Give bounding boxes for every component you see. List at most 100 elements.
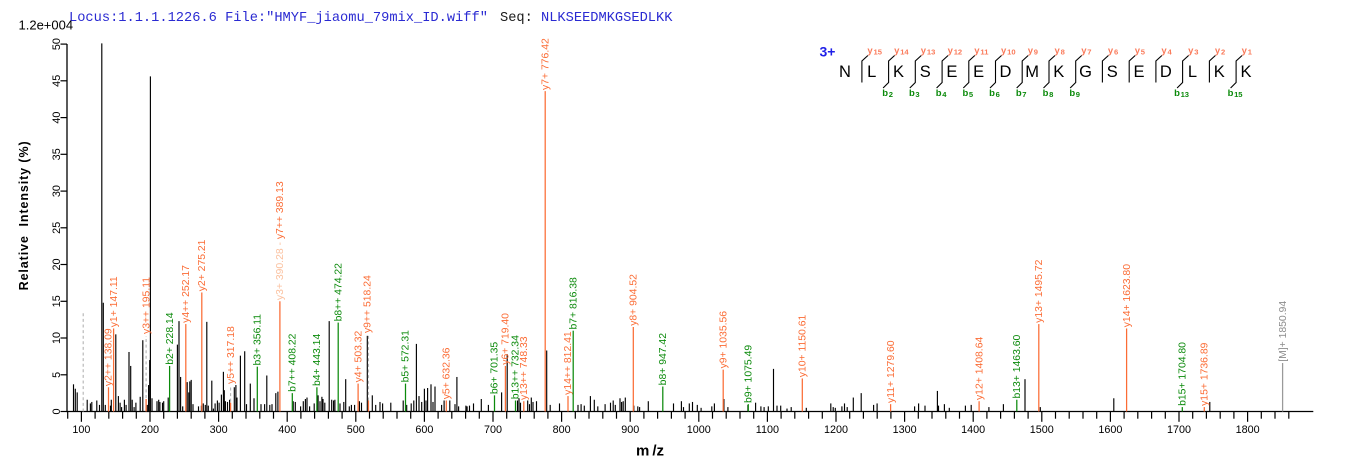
- svg-text:b8: b8: [1043, 88, 1054, 99]
- svg-text:E: E: [1133, 63, 1144, 81]
- svg-text:y15: y15: [867, 46, 882, 57]
- svg-text:y13++ 748.33: y13++ 748.33: [519, 336, 530, 400]
- svg-text:b3: b3: [909, 88, 920, 99]
- svg-text:E: E: [946, 63, 957, 81]
- svg-text:y4: y4: [1161, 46, 1172, 57]
- svg-text:400: 400: [278, 424, 296, 436]
- svg-text:[M]+ 1850.94: [M]+ 1850.94: [1278, 301, 1289, 362]
- svg-text:D: D: [1160, 63, 1172, 81]
- svg-text:1400: 1400: [961, 424, 985, 436]
- svg-text:y6: y6: [1108, 46, 1118, 57]
- svg-text:S: S: [920, 63, 931, 81]
- svg-text:y15+ 1736.89: y15+ 1736.89: [1200, 342, 1211, 405]
- svg-text:K: K: [893, 63, 904, 81]
- svg-text:y4++ 252.17: y4++ 252.17: [181, 265, 192, 323]
- svg-text:y2+ 275.21: y2+ 275.21: [197, 239, 208, 291]
- svg-text:y6+ 719.40: y6+ 719.40: [501, 313, 512, 365]
- svg-text:y3: y3: [1188, 46, 1198, 57]
- svg-text:E: E: [973, 63, 984, 81]
- svg-text:900: 900: [621, 424, 639, 436]
- svg-text:35: 35: [51, 148, 63, 160]
- svg-text:100: 100: [72, 424, 90, 436]
- svg-text:m /z: m /z: [636, 443, 664, 460]
- svg-text:y5++ 317.18: y5++ 317.18: [226, 326, 237, 384]
- svg-text:y7: y7: [1081, 46, 1091, 57]
- svg-text:b13+ 1463.60: b13+ 1463.60: [1012, 334, 1023, 398]
- svg-text:y8: y8: [1055, 46, 1065, 57]
- svg-text:y14++ 812.41: y14++ 812.41: [563, 331, 574, 395]
- svg-text:b7+ 816.38: b7+ 816.38: [568, 277, 579, 330]
- svg-text:1200: 1200: [824, 424, 848, 436]
- svg-text:b5+ 572.31: b5+ 572.31: [401, 330, 412, 383]
- svg-text:1700: 1700: [1167, 424, 1191, 436]
- svg-text:1000: 1000: [687, 424, 711, 436]
- svg-text:y13: y13: [921, 46, 936, 57]
- svg-text:50: 50: [51, 38, 63, 50]
- svg-text:b7: b7: [1016, 88, 1027, 99]
- svg-text:D: D: [999, 63, 1011, 81]
- svg-text:b8++ 474.22: b8++ 474.22: [333, 263, 344, 322]
- svg-text:1600: 1600: [1098, 424, 1122, 436]
- svg-text:y1: y1: [1242, 46, 1253, 57]
- svg-text:300: 300: [210, 424, 228, 436]
- svg-text:y12: y12: [948, 46, 963, 57]
- svg-text:1.2e+004: 1.2e+004: [19, 18, 74, 33]
- svg-text:3+: 3+: [820, 44, 836, 60]
- svg-text:1300: 1300: [893, 424, 917, 436]
- svg-text:b2: b2: [882, 88, 893, 99]
- svg-text:b9+ 1075.49: b9+ 1075.49: [744, 345, 755, 403]
- svg-text:y11: y11: [974, 46, 989, 57]
- svg-text:20: 20: [51, 258, 63, 270]
- svg-text:0: 0: [51, 408, 63, 414]
- svg-text:y9+ 1035.56: y9+ 1035.56: [718, 311, 729, 369]
- svg-text:Locus:1.1.1.1226.6 File:"HMYF_: Locus:1.1.1.1226.6 File:"HMYF_jiaomu_79m…: [69, 11, 488, 26]
- svg-text:M: M: [1025, 63, 1039, 81]
- svg-text:y7+ 776.42: y7+ 776.42: [540, 38, 551, 90]
- svg-text:1100: 1100: [756, 424, 779, 436]
- svg-text:y2++ 138.09: y2++ 138.09: [104, 328, 115, 386]
- svg-text:b15: b15: [1228, 88, 1244, 99]
- svg-text:S: S: [1107, 63, 1118, 81]
- svg-text:L: L: [1188, 63, 1197, 81]
- svg-text:600: 600: [415, 424, 433, 436]
- svg-text:y4+ 503.32: y4+ 503.32: [353, 330, 364, 382]
- svg-text:b8+ 947.42: b8+ 947.42: [658, 333, 669, 386]
- svg-text:b13++ 732.34: b13++ 732.34: [511, 335, 522, 399]
- svg-text:40: 40: [51, 112, 63, 124]
- svg-text:b2+ 228.14: b2+ 228.14: [165, 312, 176, 365]
- svg-text:K: K: [1053, 63, 1064, 81]
- svg-text:y5: y5: [1135, 46, 1146, 57]
- svg-text:800: 800: [553, 424, 571, 436]
- svg-text:y14+ 1623.80: y14+ 1623.80: [1122, 264, 1133, 327]
- svg-text:10: 10: [51, 332, 63, 344]
- svg-text:500: 500: [347, 424, 365, 436]
- svg-text:25: 25: [51, 222, 63, 234]
- svg-text:y3++ 195.11: y3++ 195.11: [141, 277, 152, 334]
- svg-text:G: G: [1079, 63, 1092, 81]
- svg-text:b15+ 1704.80: b15+ 1704.80: [1178, 342, 1189, 406]
- svg-text:y9: y9: [1028, 46, 1038, 57]
- svg-text:b6+ 701.35: b6+ 701.35: [490, 342, 501, 395]
- svg-text:K: K: [1214, 63, 1225, 81]
- svg-text:y13+ 1495.72: y13+ 1495.72: [1034, 259, 1045, 322]
- svg-text:b5: b5: [962, 88, 973, 99]
- svg-text:y12+ 1408.64: y12+ 1408.64: [974, 337, 985, 400]
- svg-text:5: 5: [51, 372, 63, 378]
- svg-text:700: 700: [484, 424, 502, 436]
- svg-text:b6: b6: [989, 88, 1000, 99]
- svg-text:y5+ 632.36: y5+ 632.36: [442, 347, 453, 399]
- svg-text:y14: y14: [894, 46, 909, 57]
- svg-text:45: 45: [51, 75, 63, 87]
- svg-text:y10+ 1150.61: y10+ 1150.61: [798, 315, 809, 378]
- svg-text:1800: 1800: [1236, 424, 1260, 436]
- svg-text:y11+ 1279.60: y11+ 1279.60: [886, 340, 897, 403]
- svg-text:y8+ 904.52: y8+ 904.52: [629, 274, 640, 326]
- svg-text:30: 30: [51, 185, 63, 197]
- svg-text:y1+ 147.11: y1+ 147.11: [109, 276, 120, 327]
- svg-text:Relative Intensity (%): Relative Intensity (%): [17, 140, 31, 290]
- svg-text:b3+ 356.11: b3+ 356.11: [253, 314, 264, 366]
- svg-text:15: 15: [51, 295, 63, 307]
- svg-text:y2: y2: [1215, 46, 1225, 57]
- svg-text:y3+ 390.28 - y7++ 389.13: y3+ 390.28 - y7++ 389.13: [275, 181, 286, 300]
- svg-text:y9++ 518.24: y9++ 518.24: [363, 275, 374, 333]
